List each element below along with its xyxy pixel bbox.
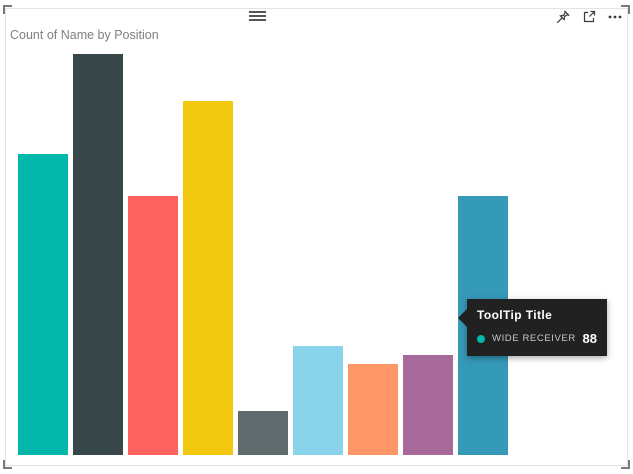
tooltip-title: ToolTip Title (477, 308, 553, 322)
series-marker-icon (477, 334, 485, 343)
resize-handle-bottom-left[interactable] (3, 460, 12, 469)
bar-6[interactable] (293, 345, 343, 455)
chart-title: Count of Name by Position (10, 28, 159, 42)
tooltip-row: WIDE RECEIVER 88 (477, 331, 597, 346)
focus-mode-icon[interactable] (581, 9, 597, 25)
tooltip-series-label: WIDE RECEIVER (492, 333, 576, 344)
bar-7[interactable] (348, 363, 398, 455)
visual-toolbar (555, 9, 623, 25)
bar-5[interactable] (238, 410, 288, 455)
tooltip-value: 88 (582, 331, 597, 346)
selection-frame (5, 8, 628, 466)
more-options-icon[interactable] (607, 9, 623, 25)
resize-handle-bottom-right[interactable] (621, 460, 630, 469)
bar-2[interactable] (73, 54, 123, 455)
bar-3[interactable] (128, 195, 178, 455)
tooltip: ToolTip Title WIDE RECEIVER 88 (458, 299, 607, 356)
bars (18, 54, 508, 455)
drag-handle-icon[interactable] (249, 11, 266, 23)
resize-handle-top-right[interactable] (621, 5, 630, 14)
resize-handle-top-left[interactable] (3, 5, 12, 14)
pin-icon[interactable] (555, 9, 571, 25)
bar-4[interactable] (183, 101, 233, 455)
bar-8[interactable] (403, 354, 453, 455)
bar-1[interactable] (18, 154, 68, 455)
